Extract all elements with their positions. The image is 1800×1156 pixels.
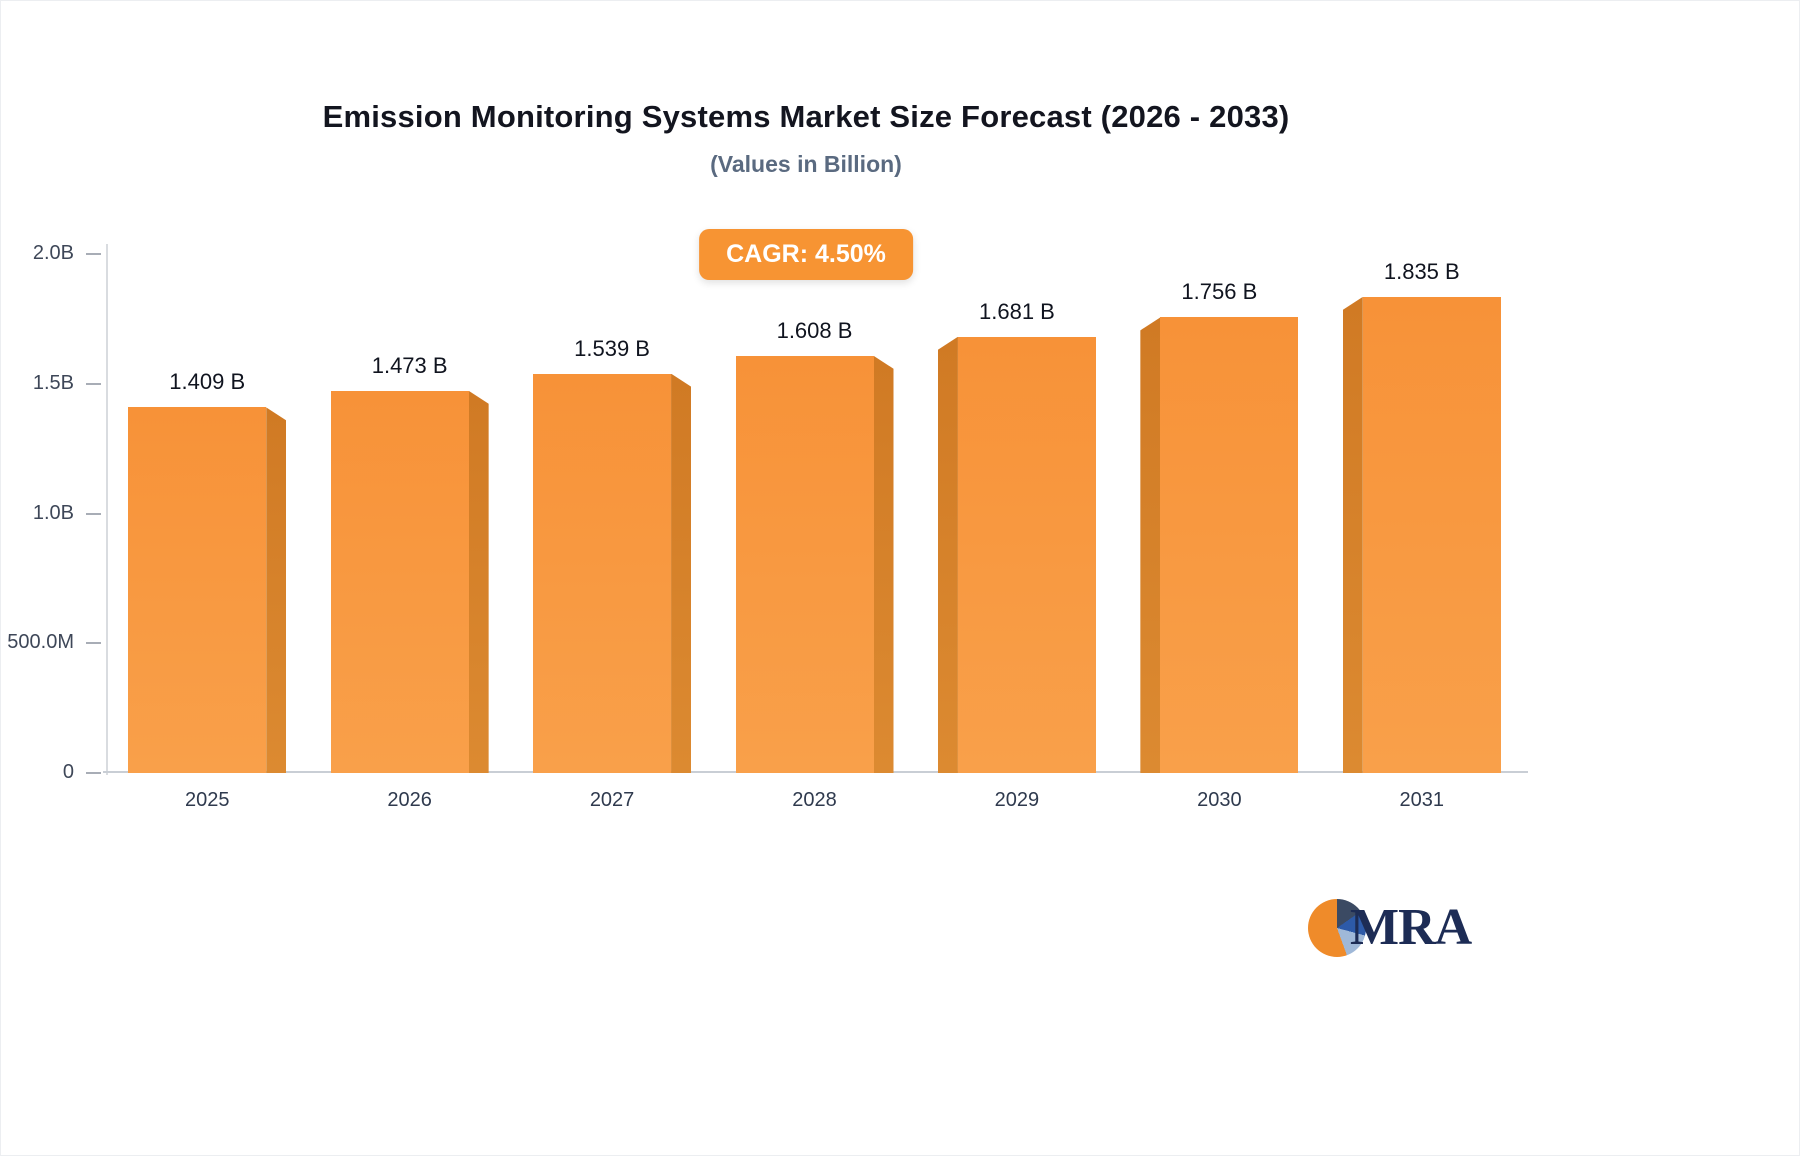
bar-value-label: 1.409 B	[169, 369, 246, 395]
cagr-badge: CAGR: 4.50%	[699, 229, 913, 280]
bar-value-label: 1.608 B	[776, 317, 853, 343]
y-tick-mark	[86, 772, 101, 774]
chart-subtitle: (Values in Billion)	[710, 151, 902, 177]
chart-title: Emission Monitoring Systems Market Size …	[322, 99, 1290, 134]
bar-face	[735, 355, 874, 773]
y-tick-mark	[86, 512, 101, 515]
chart-header: Emission Monitoring Systems Market Size …	[1, 99, 1611, 178]
bar-2027	[533, 373, 692, 773]
bar-value-label: 1.473 B	[371, 352, 448, 378]
logo-text: MRA	[1350, 899, 1472, 956]
bar-2025	[128, 407, 287, 773]
bar-side-shade	[468, 390, 489, 773]
bar-side-shade	[671, 373, 692, 773]
bar-face	[957, 336, 1096, 773]
y-tick-mark	[86, 642, 101, 645]
bar-side-shade	[873, 355, 894, 773]
x-axis-label: 2026	[387, 789, 432, 811]
bar-face	[1160, 317, 1299, 773]
bar-face	[128, 407, 267, 773]
x-axis-label: 2029	[994, 789, 1040, 811]
y-tick-label: 500.0M	[7, 631, 74, 654]
x-axis-label: 2031	[1399, 789, 1445, 811]
bar-2028	[735, 355, 894, 773]
x-axis-label: 2027	[589, 789, 635, 811]
brand-logo: MRA	[1308, 898, 1472, 957]
bar-2029	[937, 336, 1096, 773]
y-axis-line	[106, 244, 108, 775]
bar-value-label: 1.681 B	[979, 298, 1055, 324]
bar-face	[330, 390, 469, 773]
bar-2031	[1342, 296, 1501, 773]
x-axis-label: 2025	[184, 789, 230, 811]
bar-side-shade	[266, 407, 287, 773]
y-tick-label: 1.5B	[32, 371, 74, 394]
bar-value-label: 1.756 B	[1181, 279, 1258, 305]
y-tick-mark	[86, 382, 101, 385]
y-tick-label: 2.0B	[32, 242, 74, 264]
bar-2026	[330, 390, 489, 773]
x-axis-label: 2030	[1197, 789, 1242, 811]
y-tick-label: 0	[62, 761, 74, 783]
y-tick-mark	[86, 253, 101, 255]
logo-pie-icon	[1308, 898, 1366, 957]
bar-value-label: 1.539 B	[574, 335, 650, 361]
bar-value-label: 1.835 B	[1383, 258, 1460, 284]
bar-side-shade	[1342, 296, 1363, 773]
bar-2030	[1140, 317, 1299, 773]
bar-side-shade	[937, 336, 958, 773]
bar-side-shade	[1140, 317, 1161, 773]
bar-face	[533, 373, 672, 773]
bar-face	[1362, 296, 1501, 773]
x-axis-label: 2028	[792, 789, 837, 811]
plot-area: 2.0B 1.5B 1.0B 500.0M 0 1.409 B 2025 1.473 B 202…	[7, 242, 1528, 811]
y-tick-label: 1.0B	[32, 501, 74, 524]
